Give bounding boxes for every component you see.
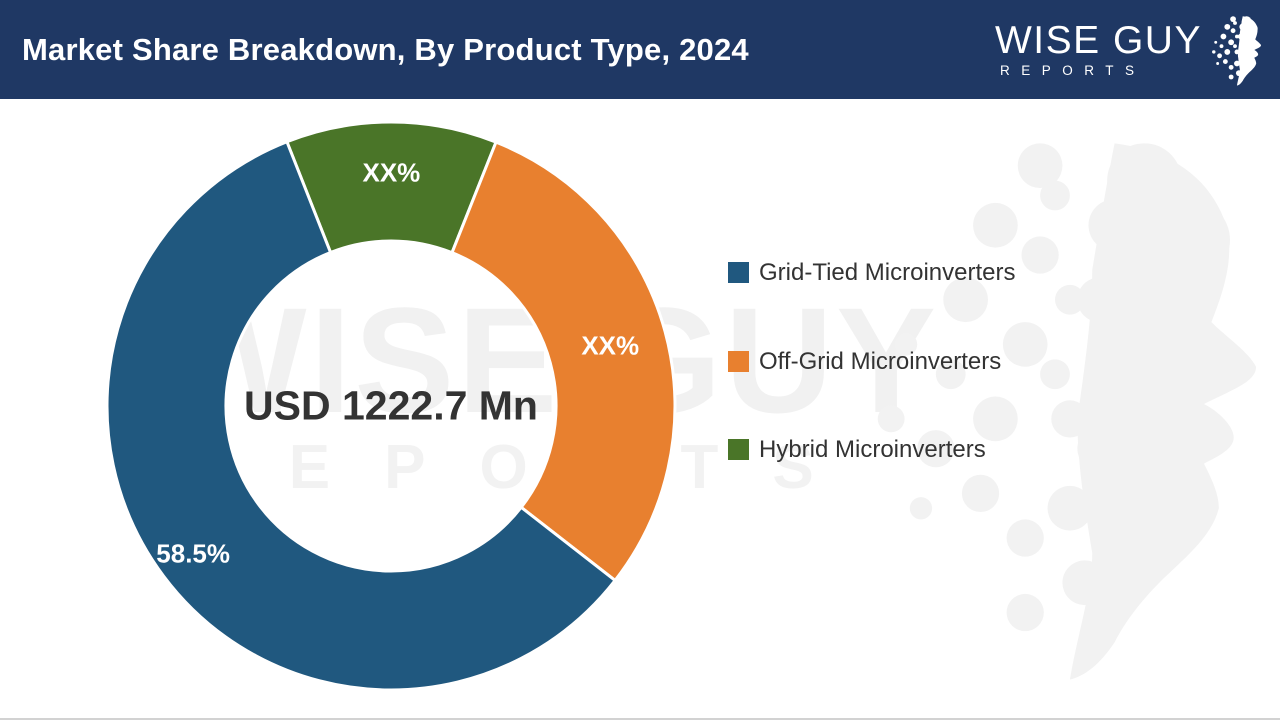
header: Market Share Breakdown, By Product Type,… <box>0 0 1280 99</box>
donut-chart <box>105 120 677 692</box>
logo-sub-text: REPORTS <box>999 63 1146 79</box>
legend: Grid-Tied Microinverters Off-Grid Microi… <box>728 259 1016 464</box>
chart-area: WISE GUY REPORTS USD 1222.7 Mn XX% XX% 58.… <box>0 99 1280 718</box>
slice-value-label-1: XX% <box>581 330 640 361</box>
legend-swatch-hybrid <box>728 439 749 461</box>
legend-item-grid-tied: Grid-Tied Microinverters <box>728 259 1016 287</box>
legend-swatch-off-grid <box>728 350 749 372</box>
wise-guy-logo: WISE GUY REPORTS <box>995 13 1262 87</box>
legend-label-off-grid: Off-Grid Microinverters <box>759 347 1002 375</box>
legend-item-off-grid: Off-Grid Microinverters <box>728 348 1016 376</box>
slice-value-label-2: 58.5% <box>156 538 231 569</box>
legend-label-hybrid: Hybrid Microinverters <box>759 436 986 464</box>
legend-swatch-grid-tied <box>728 262 749 284</box>
logo-brand-text: WISE GUY <box>994 19 1202 63</box>
donut-center-value: USD 1222.7 Mn <box>244 382 538 429</box>
watermark-sub-text: REPORTS <box>190 433 868 502</box>
donut-slice-off-grid-microinverters <box>450 140 677 582</box>
wise-guy-face-icon <box>1208 13 1262 87</box>
legend-label-grid-tied: Grid-Tied Microinverters <box>759 259 1016 286</box>
donut-slice-grid-tied-microinverters <box>105 140 617 692</box>
logo-text: WISE GUY REPORTS <box>995 21 1202 78</box>
page-title: Market Share Breakdown, By Product Type,… <box>22 31 749 67</box>
slice-value-label-0: XX% <box>362 157 421 188</box>
legend-item-hybrid: Hybrid Microinverters <box>728 436 1016 464</box>
